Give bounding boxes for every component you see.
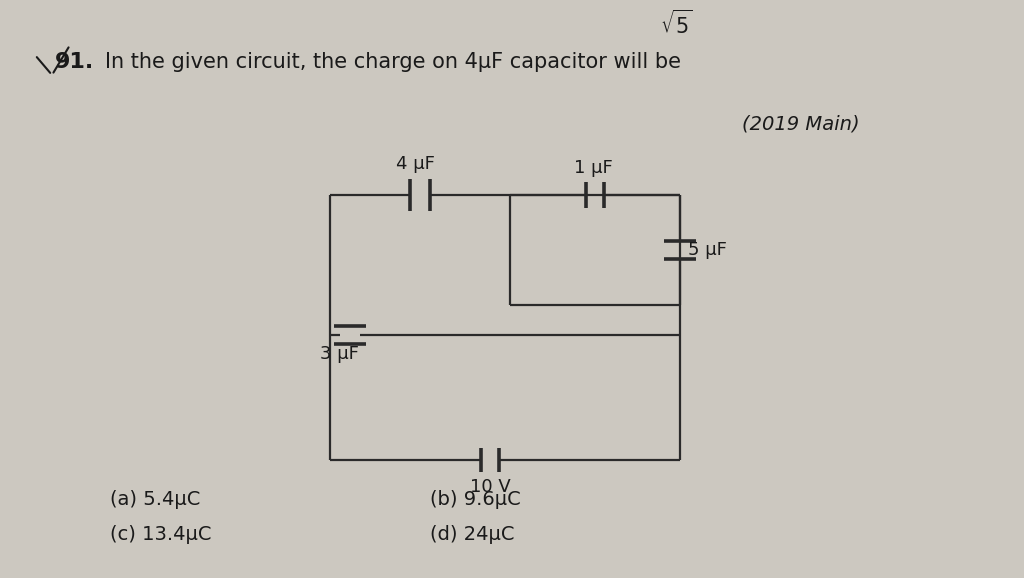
Text: 5 μF: 5 μF	[688, 241, 727, 259]
Text: $\sqrt{5}$: $\sqrt{5}$	[660, 10, 693, 38]
Text: (c) 13.4μC: (c) 13.4μC	[110, 525, 212, 544]
Text: 1 μF: 1 μF	[573, 159, 612, 177]
Text: (d) 24μC: (d) 24μC	[430, 525, 514, 544]
Text: (b) 9.6μC: (b) 9.6μC	[430, 490, 521, 509]
Text: (a) 5.4μC: (a) 5.4μC	[110, 490, 201, 509]
Text: 10 V: 10 V	[470, 478, 510, 496]
Text: 91.: 91.	[55, 52, 94, 72]
Text: 3 μF: 3 μF	[319, 345, 358, 363]
Text: 4 μF: 4 μF	[395, 155, 434, 173]
Text: In the given circuit, the charge on 4μF capacitor will be: In the given circuit, the charge on 4μF …	[105, 52, 681, 72]
Text: (2019 Main): (2019 Main)	[742, 115, 860, 134]
